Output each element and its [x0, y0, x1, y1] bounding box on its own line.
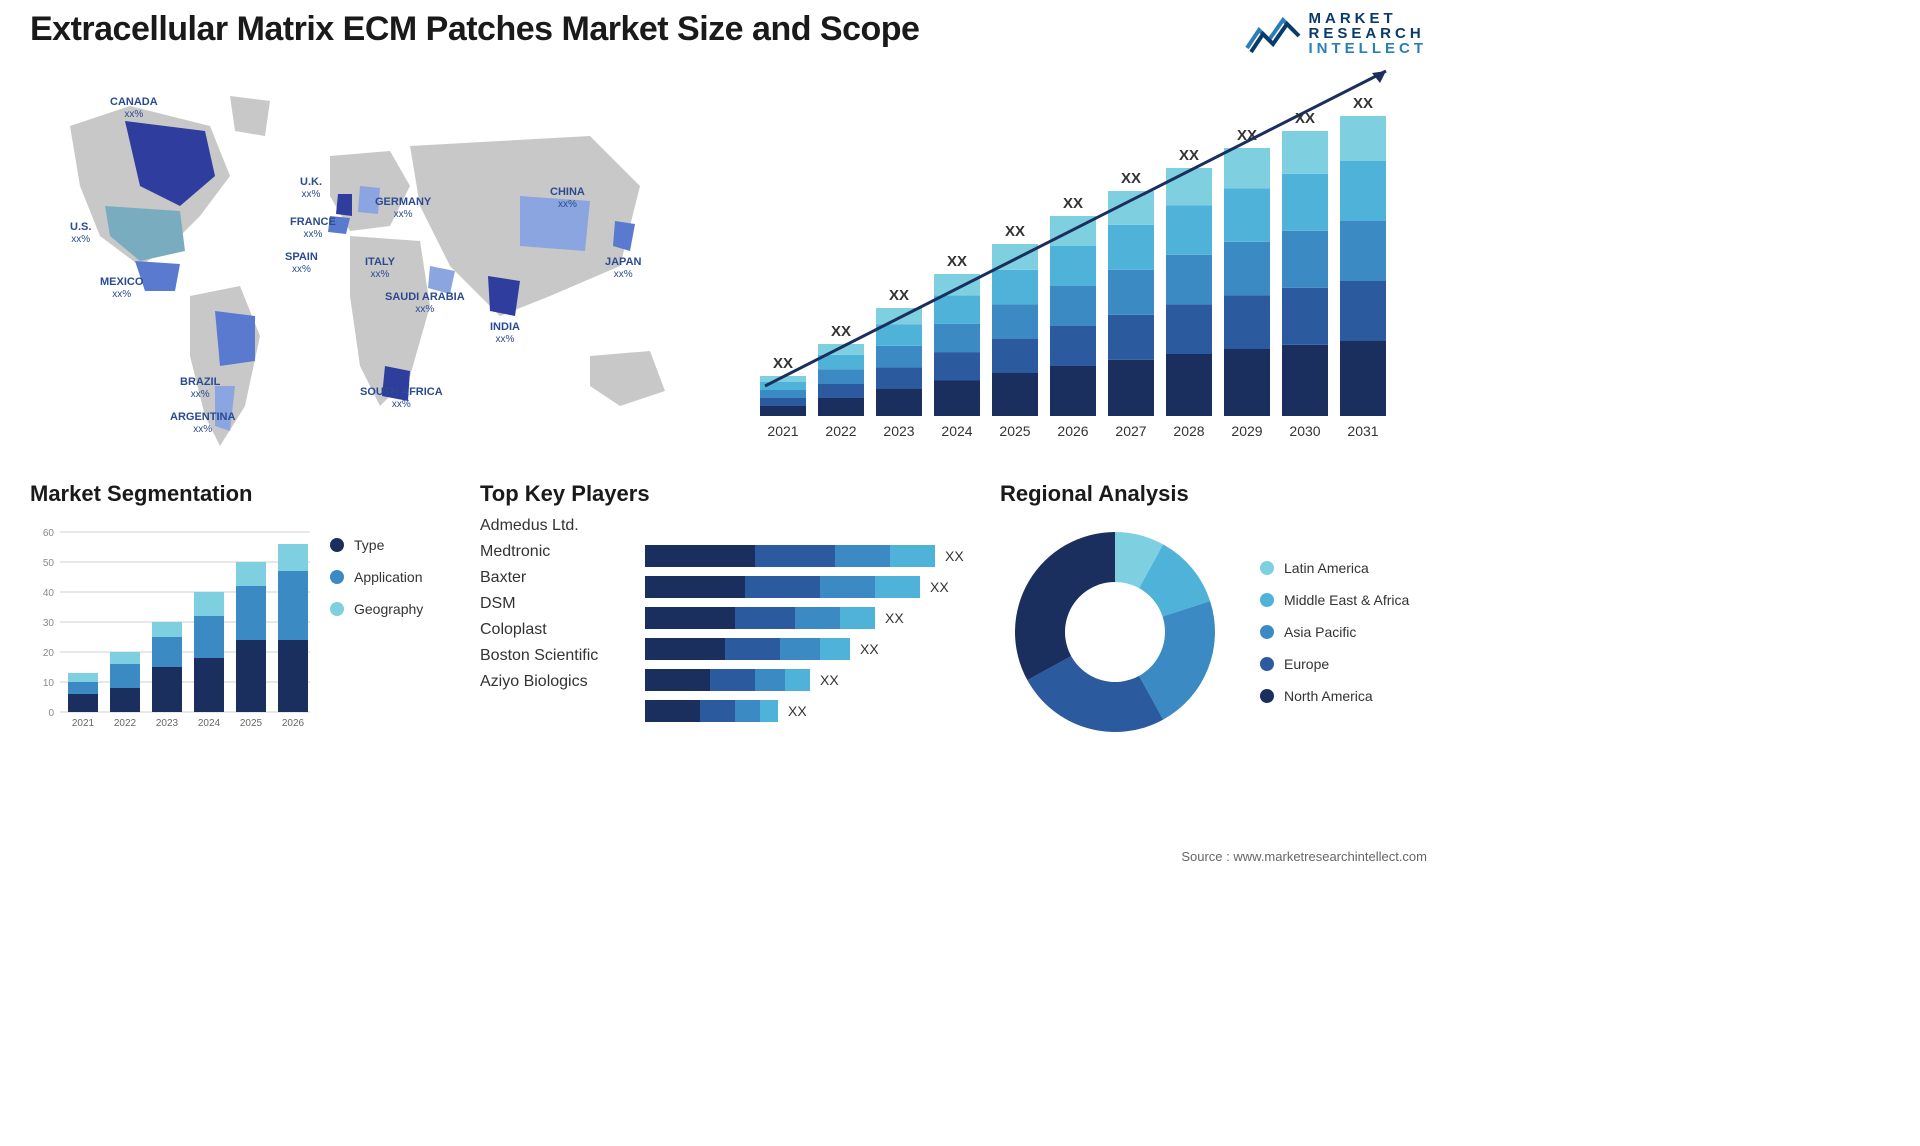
player-name: Medtronic — [480, 543, 630, 561]
svg-text:50: 50 — [43, 558, 55, 569]
map-label-brazil: BRAZILxx% — [180, 376, 220, 400]
region-donut — [1000, 517, 1230, 747]
map-label-saudi-arabia: SAUDI ARABIAxx% — [385, 291, 465, 315]
brand-logo: MARKET RESEARCH INTELLECT — [1245, 10, 1428, 56]
map-label-france: FRANCExx% — [290, 216, 336, 240]
svg-text:XX: XX — [1063, 195, 1083, 212]
map-label-spain: SPAINxx% — [285, 251, 318, 275]
svg-text:XX: XX — [947, 253, 967, 270]
logo-line1: MARKET — [1309, 11, 1428, 26]
seg-legend-type: Type — [330, 537, 423, 553]
map-label-argentina: ARGENTINAxx% — [170, 411, 235, 435]
svg-text:2029: 2029 — [1231, 423, 1262, 439]
page-title: Extracellular Matrix ECM Patches Market … — [30, 10, 919, 49]
svg-text:XX: XX — [773, 355, 793, 372]
map-label-germany: GERMANYxx% — [375, 196, 431, 220]
svg-text:2031: 2031 — [1347, 423, 1378, 439]
svg-text:2021: 2021 — [72, 718, 95, 729]
player-name: Admedus Ltd. — [480, 517, 630, 535]
player-name: DSM — [480, 595, 630, 613]
logo-icon — [1245, 10, 1301, 56]
player-name: Aziyo Biologics — [480, 673, 630, 691]
seg-legend-application: Application — [330, 569, 423, 585]
map-label-japan: JAPANxx% — [605, 256, 641, 280]
region-panel: Regional Analysis Latin America Middle Ea… — [1000, 481, 1427, 747]
region-legend-middle-east-africa: Middle East & Africa — [1260, 592, 1409, 608]
player-bar-row: XX — [645, 700, 980, 722]
svg-text:0: 0 — [48, 708, 54, 719]
svg-text:2022: 2022 — [825, 423, 856, 439]
region-legend-latin-america: Latin America — [1260, 560, 1409, 576]
segmentation-legend: Type Application Geography — [330, 517, 423, 737]
map-label-u-s-: U.S.xx% — [70, 221, 91, 245]
forecast-chart: XX 2021 XX 2022 XX 2023 XX 2024 XX 2025 XX 2026 XX 20… — [750, 66, 1430, 466]
svg-text:XX: XX — [831, 323, 851, 340]
players-list: Admedus Ltd. Medtronic Baxter DSM Coloplast B… — [480, 517, 630, 722]
svg-text:XX: XX — [1121, 170, 1141, 187]
region-title: Regional Analysis — [1000, 481, 1427, 507]
map-label-mexico: MEXICOxx% — [100, 276, 143, 300]
player-bar-row: XX — [645, 607, 980, 629]
svg-text:2024: 2024 — [198, 718, 221, 729]
players-bars: XX XX XX XX XX XX — [645, 517, 980, 722]
player-name: Baxter — [480, 569, 630, 587]
map-label-canada: CANADAxx% — [110, 96, 158, 120]
logo-line2: RESEARCH — [1309, 26, 1428, 41]
map-label-india: INDIAxx% — [490, 321, 520, 345]
players-panel: Top Key Players Admedus Ltd. Medtronic Bax… — [480, 481, 980, 722]
svg-text:60: 60 — [43, 528, 55, 539]
map-label-south-africa: SOUTH AFRICAxx% — [360, 386, 443, 410]
region-legend: Latin America Middle East & Africa Asia Pa… — [1260, 560, 1409, 704]
region-legend-north-america: North America — [1260, 688, 1409, 704]
map-label-china: CHINAxx% — [550, 186, 585, 210]
svg-text:2021: 2021 — [767, 423, 798, 439]
map-label-italy: ITALYxx% — [365, 256, 395, 280]
segmentation-title: Market Segmentation — [30, 481, 460, 507]
player-name: Coloplast — [480, 621, 630, 639]
svg-text:XX: XX — [1353, 95, 1373, 112]
svg-text:XX: XX — [1005, 223, 1025, 240]
player-bar-row: XX — [645, 576, 980, 598]
svg-text:2027: 2027 — [1115, 423, 1146, 439]
svg-text:XX: XX — [1179, 147, 1199, 164]
region-legend-europe: Europe — [1260, 656, 1409, 672]
player-bar-row: XX — [645, 545, 980, 567]
source-label: Source : www.marketresearchintellect.com — [1181, 849, 1427, 864]
svg-text:2024: 2024 — [941, 423, 972, 439]
region-legend-asia-pacific: Asia Pacific — [1260, 624, 1409, 640]
players-title: Top Key Players — [480, 481, 980, 507]
svg-text:XX: XX — [889, 287, 909, 304]
player-bar-row: XX — [645, 638, 980, 660]
svg-text:2026: 2026 — [282, 718, 305, 729]
svg-text:2022: 2022 — [114, 718, 137, 729]
svg-text:2026: 2026 — [1057, 423, 1088, 439]
player-bar-row: XX — [645, 669, 980, 691]
segmentation-chart: 0 10 20 30 40 50 60 2021 2022 2023 2024 2025 2026 — [30, 517, 310, 737]
seg-legend-geography: Geography — [330, 601, 423, 617]
svg-text:2023: 2023 — [156, 718, 179, 729]
svg-text:10: 10 — [43, 678, 55, 689]
svg-text:20: 20 — [43, 648, 55, 659]
logo-line3: INTELLECT — [1309, 41, 1428, 56]
player-name: Boston Scientific — [480, 647, 630, 665]
svg-text:30: 30 — [43, 618, 55, 629]
svg-text:2028: 2028 — [1173, 423, 1204, 439]
map-label-u-k-: U.K.xx% — [300, 176, 322, 200]
world-map: CANADAxx% U.S.xx% MEXICOxx% BRAZILxx% ARGENT… — [30, 66, 720, 466]
svg-text:2025: 2025 — [240, 718, 263, 729]
svg-text:2030: 2030 — [1289, 423, 1320, 439]
svg-text:2023: 2023 — [883, 423, 914, 439]
segmentation-panel: Market Segmentation 0 10 20 30 40 50 60 2021 202… — [30, 481, 460, 737]
svg-text:2025: 2025 — [999, 423, 1030, 439]
svg-text:40: 40 — [43, 588, 55, 599]
